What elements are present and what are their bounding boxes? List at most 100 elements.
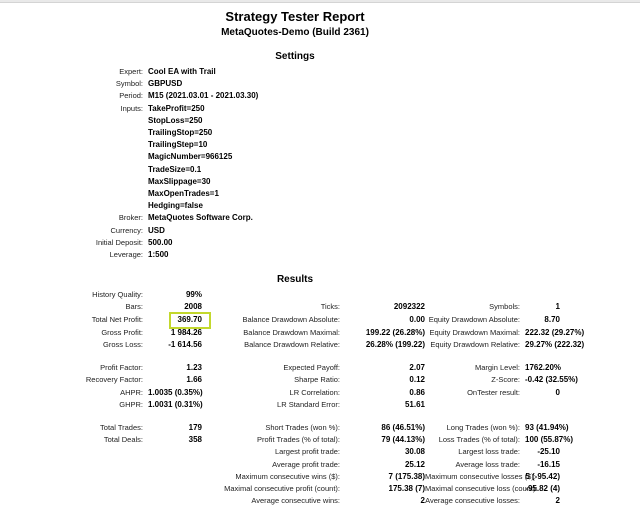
result-label: Ticks: [320,302,340,312]
result-value: -95.82 (4) [525,484,560,494]
result-label: History Quality: [92,290,143,300]
result-label: Balance Drawdown Relative: [244,340,340,350]
result-label: Maximal consecutive loss (count): [425,484,538,494]
setting-value: MaxOpenTrades=1 [148,189,219,199]
result-value: -16.15 [537,459,560,469]
settings-row: Inputs: TakeProfit=250 [0,103,590,115]
settings-row: MaxSlippage=30 [0,176,590,188]
result-label: Largest loss trade: [458,447,520,457]
setting-value: M15 (2021.03.01 - 2021.03.30) [148,91,259,101]
setting-label [0,188,148,200]
setting-value: GBPUSD [148,79,183,89]
setting-label: Broker: [118,213,143,223]
result-label: Maximum consecutive wins ($): [235,471,340,481]
setting-label [0,127,148,139]
settings-row: Initial Deposit: 500.00 [0,237,590,249]
setting-value: TradeSize=0.1 [148,164,202,174]
result-value: 93 (41.94%) [525,423,569,433]
setting-value: 1:500 [148,250,169,260]
result-value: -0.42 (32.55%) [525,375,578,385]
settings-row: Period: M15 (2021.03.01 - 2021.03.30) [0,90,590,102]
result-value: 1.0035 (0.35%) [148,387,203,397]
results-group: Total Trades: 179 Short Trades (won %): 86 … [0,422,590,507]
setting-label: Expert: [119,67,143,76]
result-value: 1.23 [186,363,202,373]
settings-row: TrailingStop=250 [0,127,590,139]
result-value [525,289,560,301]
result-value [148,471,202,483]
result-value: 2092322 [393,302,425,312]
result-value: -25.10 [537,447,560,457]
result-label: Symbols: [489,302,520,312]
result-value: 0.86 [409,387,425,397]
result-label: Margin Level: [474,363,520,373]
setting-value: Hedging=false [148,201,203,211]
result-value: 1 [555,302,560,312]
result-label: Average consecutive wins: [251,496,340,506]
settings-row: MaxOpenTrades=1 [0,188,590,200]
result-label [425,399,525,411]
result-label: Largest profit trade: [274,447,340,457]
result-value: 0.12 [409,375,425,385]
setting-label: Leverage: [109,250,143,260]
result-label: Recovery Factor: [85,375,143,385]
result-value: 2 [555,496,560,506]
result-label: Total Deals: [103,435,143,445]
result-value: 1 984.26 [170,327,202,337]
result-value: 369.70 [148,311,211,329]
result-label: Profit Factor: [100,363,143,373]
setting-value: TrailingStop=250 [148,128,213,138]
result-value: 1762.20% [525,363,562,373]
result-value: 1.66 [186,375,202,385]
setting-label [0,164,148,176]
report-title: Strategy Tester Report [225,9,365,24]
result-value: 1.0031 (0.31%) [148,399,203,409]
result-value [345,289,425,301]
result-value: 30.08 [404,447,425,457]
settings-row: Symbol: GBPUSD [0,78,590,90]
result-label: Equity Drawdown Relative: [430,340,520,350]
settings-row: StopLoss=250 [0,115,590,127]
result-value: 358 [188,435,202,445]
setting-value: TakeProfit=250 [148,103,205,113]
setting-label: Period: [119,91,143,101]
setting-value: TrailingStep=10 [148,140,208,150]
result-label: Bars: [125,302,143,312]
result-value [148,459,202,471]
result-value: 25.12 [404,459,425,469]
result-value: 2 [420,496,425,506]
setting-label: Symbol: [115,79,143,89]
result-label: Loss Trades (% of total): [438,435,520,445]
result-label: Average consecutive losses: [425,496,520,506]
result-label: Average loss trade: [455,459,520,469]
setting-value: StopLoss=250 [148,115,203,125]
result-value: 26.28% (199.22) [365,340,425,350]
setting-label [0,115,148,127]
setting-value: USD [148,225,165,235]
result-label: Maximal consecutive profit (count): [224,484,340,494]
result-value: 7 (175.38) [388,471,425,481]
result-value: 0 [555,387,560,397]
settings-row: TrailingStep=10 [0,139,590,151]
result-label [202,289,345,301]
browser-edge-strip [0,0,640,3]
result-label [0,483,148,495]
result-label: Equity Drawdown Absolute: [428,314,520,324]
settings-row: Broker: MetaQuotes Software Corp. [0,212,590,224]
result-label: Total Trades: [100,423,143,433]
setting-value: MagicNumber=966125 [148,152,233,162]
result-value: 0.00 [409,314,425,324]
result-value [148,446,202,458]
setting-label: Initial Deposit: [95,237,143,247]
settings-row: TradeSize=0.1 [0,164,590,176]
result-label: Long Trades (won %): [446,423,520,433]
settings-section-header: Settings [275,51,315,62]
result-value: 179 [188,423,202,433]
results-group: History Quality: 99% Bars: 2008 Ticks: 209232… [0,289,590,351]
result-value: 2.07 [409,363,425,373]
settings-row: Hedging=false [0,200,590,212]
result-label [0,495,148,507]
setting-value: MaxSlippage=30 [148,176,211,186]
result-label: Profit Trades (% of total): [257,435,340,445]
result-label: LR Correlation: [289,387,340,397]
